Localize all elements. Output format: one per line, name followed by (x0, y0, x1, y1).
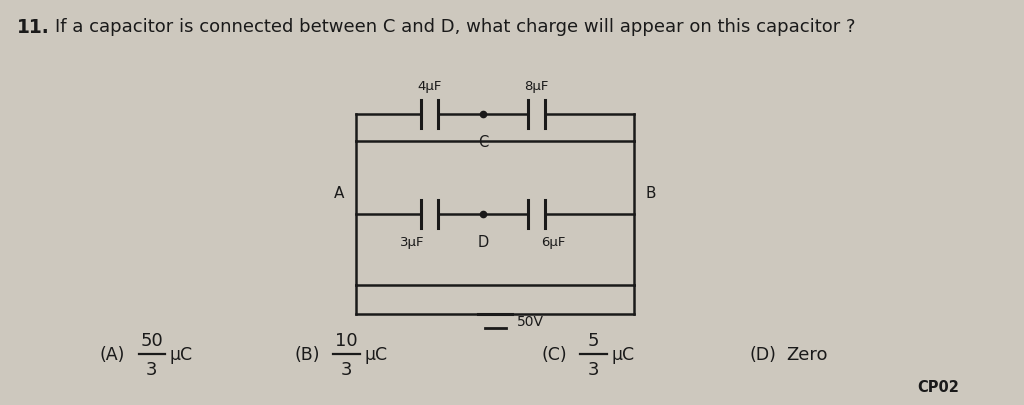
Text: (C): (C) (541, 345, 566, 363)
Text: μC: μC (170, 345, 194, 363)
Text: Zero: Zero (786, 345, 827, 363)
Text: (A): (A) (99, 345, 125, 363)
Text: 50: 50 (140, 331, 163, 349)
Text: 8μF: 8μF (524, 80, 549, 93)
Text: 3: 3 (146, 360, 158, 378)
Text: 3: 3 (341, 360, 352, 378)
Text: μC: μC (611, 345, 635, 363)
Text: 3: 3 (588, 360, 599, 378)
Text: If a capacitor is connected between C and D, what charge will appear on this cap: If a capacitor is connected between C an… (55, 18, 856, 36)
Text: 50V: 50V (517, 314, 544, 328)
Text: 5: 5 (588, 331, 599, 349)
Text: D: D (477, 234, 488, 249)
Text: 10: 10 (335, 331, 357, 349)
Text: μC: μC (365, 345, 388, 363)
Text: B: B (645, 186, 656, 201)
Text: 4μF: 4μF (417, 80, 441, 93)
Text: (B): (B) (294, 345, 319, 363)
Text: 6μF: 6μF (542, 235, 565, 248)
Text: 3μF: 3μF (399, 235, 424, 248)
Text: CP02: CP02 (916, 379, 958, 394)
Text: (D): (D) (750, 345, 777, 363)
Text: 11.: 11. (17, 18, 50, 37)
Text: C: C (477, 135, 487, 149)
Text: A: A (334, 186, 345, 201)
